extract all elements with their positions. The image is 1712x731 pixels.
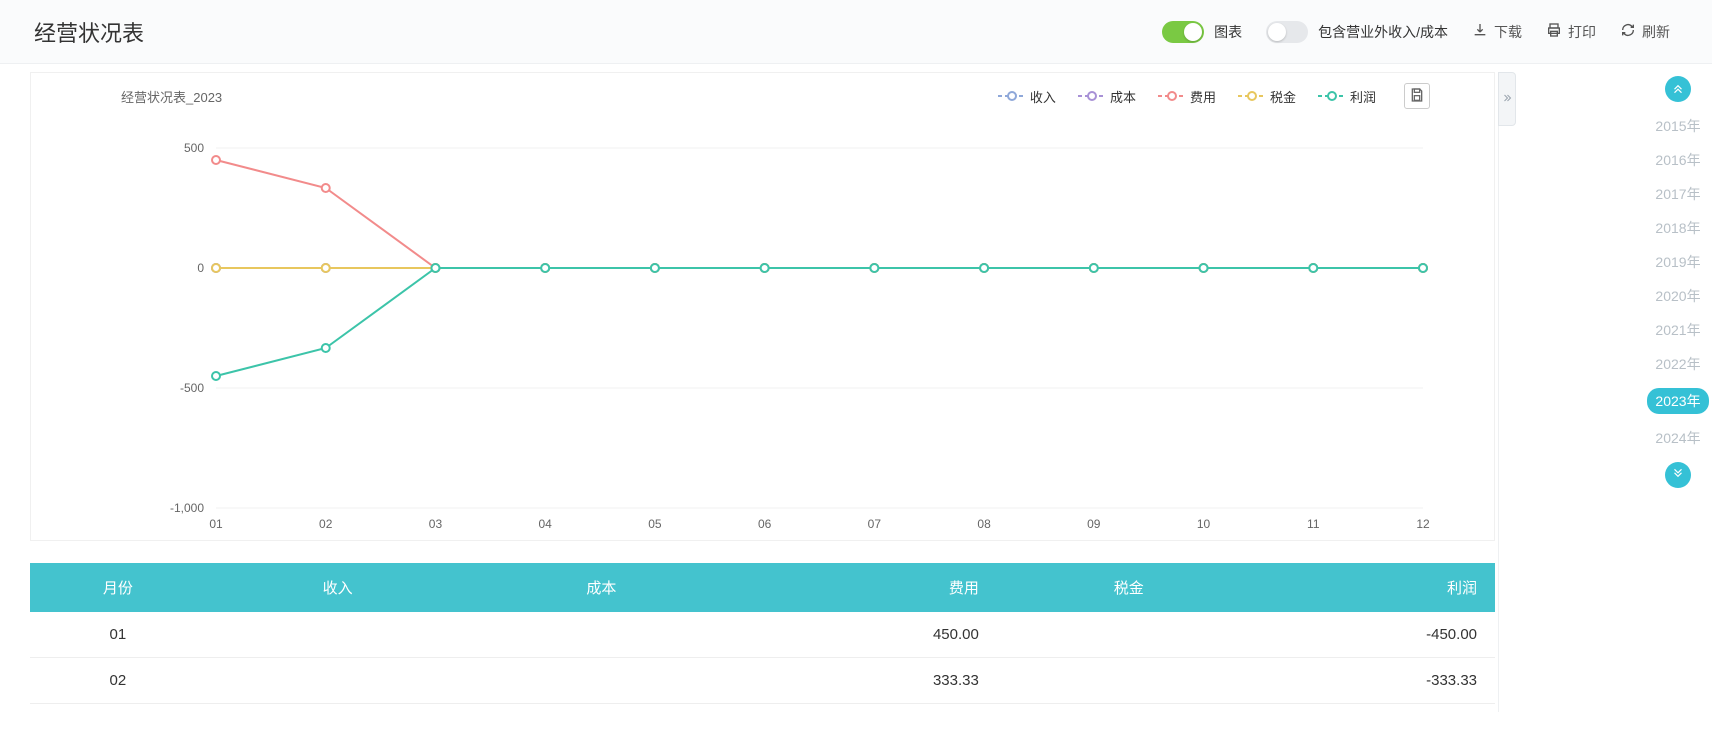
x-axis-label: 02 <box>319 517 333 531</box>
cell-fee: 450.00 <box>733 612 997 658</box>
x-axis-label: 09 <box>1087 517 1101 531</box>
chart-save-button[interactable] <box>1404 83 1430 109</box>
x-axis-label: 01 <box>209 517 223 531</box>
download-button[interactable]: 下载 <box>1472 22 1522 42</box>
download-icon <box>1472 22 1488 41</box>
page-header: 经营状况表 图表 包含营业外收入/成本 下载 打印 <box>0 0 1712 64</box>
table-header-cost: 成本 <box>469 563 733 612</box>
toggle-chart-label: 图表 <box>1214 22 1242 42</box>
table-header-income: 收入 <box>206 563 470 612</box>
year-scroll-up-button[interactable] <box>1665 76 1691 102</box>
save-icon <box>1409 87 1425 106</box>
cell-cost <box>469 658 733 704</box>
year-option[interactable]: 2024年 <box>1644 428 1712 448</box>
y-axis-label: 0 <box>197 261 204 275</box>
x-axis-label: 07 <box>868 517 882 531</box>
x-axis-label: 08 <box>977 517 991 531</box>
data-table: 月份收入成本费用税金利润 01 450.00 -450.00 02 333.33 -333… <box>30 563 1495 704</box>
print-label: 打印 <box>1568 22 1596 42</box>
y-axis-label: -500 <box>180 381 204 395</box>
cell-profit: -333.33 <box>1261 658 1495 704</box>
year-selector: 2015年 2016年 2017年 2018年 2019年 2020年 2021年 2022年… <box>1644 72 1712 502</box>
cell-income <box>206 612 470 658</box>
cell-tax <box>997 658 1261 704</box>
legend-item[interactable]: 税金 <box>1238 87 1296 106</box>
line-chart: -1,000 -500 0 500 01 02 03 04 05 06 07 08 09 10 11 12 <box>31 110 1496 540</box>
year-option[interactable]: 2021年 <box>1644 320 1712 340</box>
refresh-label: 刷新 <box>1642 22 1670 42</box>
page-title: 经营状况表 <box>34 16 144 48</box>
year-option[interactable]: 2015年 <box>1644 116 1712 136</box>
year-option[interactable]: 2020年 <box>1644 286 1712 306</box>
legend-item[interactable]: 费用 <box>1158 87 1216 106</box>
refresh-button[interactable]: 刷新 <box>1620 22 1670 42</box>
x-axis-label: 05 <box>648 517 662 531</box>
cell-tax <box>997 612 1261 658</box>
cell-fee: 333.33 <box>733 658 997 704</box>
table-row: 02 333.33 -333.33 <box>30 658 1495 704</box>
legend-item[interactable]: 收入 <box>998 87 1056 106</box>
legend-item[interactable]: 成本 <box>1078 87 1136 106</box>
year-option[interactable]: 2018年 <box>1644 218 1712 238</box>
legend-label: 利润 <box>1350 87 1376 106</box>
print-button[interactable]: 打印 <box>1546 22 1596 42</box>
chevron-double-right-icon <box>1501 91 1513 107</box>
table-header-tax: 税金 <box>997 563 1261 612</box>
chart-legend: 收入 成本 费用 税金 利润 <box>998 83 1430 109</box>
y-axis-label: -1,000 <box>170 501 204 515</box>
table-header-profit: 利润 <box>1261 563 1495 612</box>
legend-label: 税金 <box>1270 87 1296 106</box>
chart-panel: 经营状况表_2023 收入成本费用税金利润 -1,000-50005000102… <box>30 72 1495 541</box>
legend-label: 费用 <box>1190 87 1216 106</box>
expand-sidebar-button[interactable] <box>1498 72 1516 126</box>
year-option[interactable]: 2019年 <box>1644 252 1712 272</box>
cell-month: 02 <box>30 658 206 704</box>
year-option[interactable]: 2017年 <box>1644 184 1712 204</box>
table-row: 01 450.00 -450.00 <box>30 612 1495 658</box>
cell-income <box>206 658 470 704</box>
x-axis-label: 06 <box>758 517 772 531</box>
x-axis-label: 03 <box>429 517 443 531</box>
cell-cost <box>469 612 733 658</box>
download-label: 下载 <box>1494 22 1522 42</box>
x-axis-label: 04 <box>539 517 553 531</box>
legend-item[interactable]: 利润 <box>1318 87 1376 106</box>
x-axis-label: 10 <box>1197 517 1211 531</box>
x-axis-label: 12 <box>1416 517 1430 531</box>
year-option[interactable]: 2022年 <box>1644 354 1712 374</box>
cell-month: 01 <box>30 612 206 658</box>
printer-icon <box>1546 22 1562 41</box>
table-header-fee: 费用 <box>733 563 997 612</box>
y-axis-label: 500 <box>184 141 204 155</box>
toggle-include-nonop-label: 包含营业外收入/成本 <box>1318 22 1448 42</box>
legend-label: 成本 <box>1110 87 1136 106</box>
cell-profit: -450.00 <box>1261 612 1495 658</box>
chevron-double-up-icon <box>1671 81 1685 98</box>
year-option[interactable]: 2016年 <box>1644 150 1712 170</box>
year-scroll-down-button[interactable] <box>1665 462 1691 488</box>
table-header-month: 月份 <box>30 563 206 612</box>
toggle-include-nonop[interactable] <box>1266 21 1308 43</box>
toggle-chart[interactable] <box>1162 21 1204 43</box>
vertical-divider <box>1498 72 1499 712</box>
legend-label: 收入 <box>1030 87 1056 106</box>
chevron-double-down-icon <box>1671 467 1685 484</box>
refresh-icon <box>1620 22 1636 41</box>
x-axis-label: 11 <box>1307 517 1320 531</box>
year-option[interactable]: 2023年 <box>1647 388 1708 414</box>
